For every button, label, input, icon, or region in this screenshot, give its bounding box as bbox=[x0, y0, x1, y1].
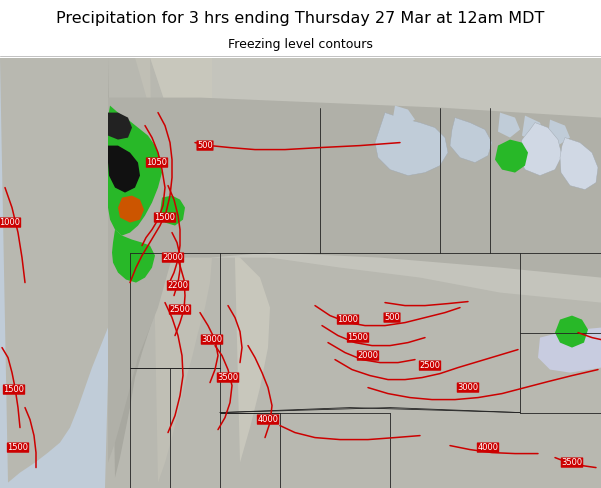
Polygon shape bbox=[112, 229, 155, 283]
Polygon shape bbox=[212, 58, 601, 303]
Text: 3500: 3500 bbox=[561, 458, 582, 467]
Text: 3000: 3000 bbox=[201, 335, 222, 344]
Text: 2500: 2500 bbox=[419, 361, 441, 370]
Polygon shape bbox=[108, 98, 601, 463]
Polygon shape bbox=[108, 113, 132, 140]
Polygon shape bbox=[538, 327, 601, 372]
Text: 4000: 4000 bbox=[478, 443, 498, 452]
Polygon shape bbox=[450, 118, 492, 163]
Text: 1000: 1000 bbox=[0, 218, 20, 227]
Text: Freezing level contours: Freezing level contours bbox=[228, 39, 373, 51]
Polygon shape bbox=[548, 120, 570, 145]
Polygon shape bbox=[522, 116, 545, 142]
Polygon shape bbox=[108, 105, 162, 236]
Polygon shape bbox=[135, 58, 212, 483]
Text: 3000: 3000 bbox=[457, 383, 478, 392]
Text: 1500: 1500 bbox=[7, 443, 28, 452]
Polygon shape bbox=[160, 196, 185, 225]
Polygon shape bbox=[0, 58, 601, 488]
Text: 2200: 2200 bbox=[168, 281, 189, 290]
Polygon shape bbox=[375, 113, 448, 176]
Polygon shape bbox=[393, 105, 415, 125]
Polygon shape bbox=[150, 58, 270, 463]
Text: 2000: 2000 bbox=[358, 351, 379, 360]
Polygon shape bbox=[498, 113, 520, 138]
Polygon shape bbox=[555, 316, 588, 347]
Polygon shape bbox=[560, 138, 598, 189]
Polygon shape bbox=[0, 58, 130, 488]
Text: 2500: 2500 bbox=[169, 305, 191, 314]
Polygon shape bbox=[108, 145, 140, 193]
Text: 1050: 1050 bbox=[147, 158, 168, 167]
Text: 1500: 1500 bbox=[154, 213, 175, 222]
Text: 500: 500 bbox=[197, 141, 213, 150]
Text: Precipitation for 3 hrs ending Thursday 27 Mar at 12am MDT: Precipitation for 3 hrs ending Thursday … bbox=[56, 11, 545, 26]
Polygon shape bbox=[518, 122, 562, 176]
Polygon shape bbox=[108, 58, 172, 478]
Polygon shape bbox=[118, 196, 144, 223]
Polygon shape bbox=[495, 140, 528, 173]
Text: 1500: 1500 bbox=[347, 333, 368, 342]
Text: 500: 500 bbox=[384, 313, 400, 322]
Text: 3500: 3500 bbox=[218, 373, 239, 382]
Text: 1500: 1500 bbox=[4, 385, 25, 394]
Text: 4000: 4000 bbox=[257, 415, 278, 424]
Text: 1000: 1000 bbox=[338, 315, 359, 324]
Text: 2000: 2000 bbox=[162, 253, 183, 262]
